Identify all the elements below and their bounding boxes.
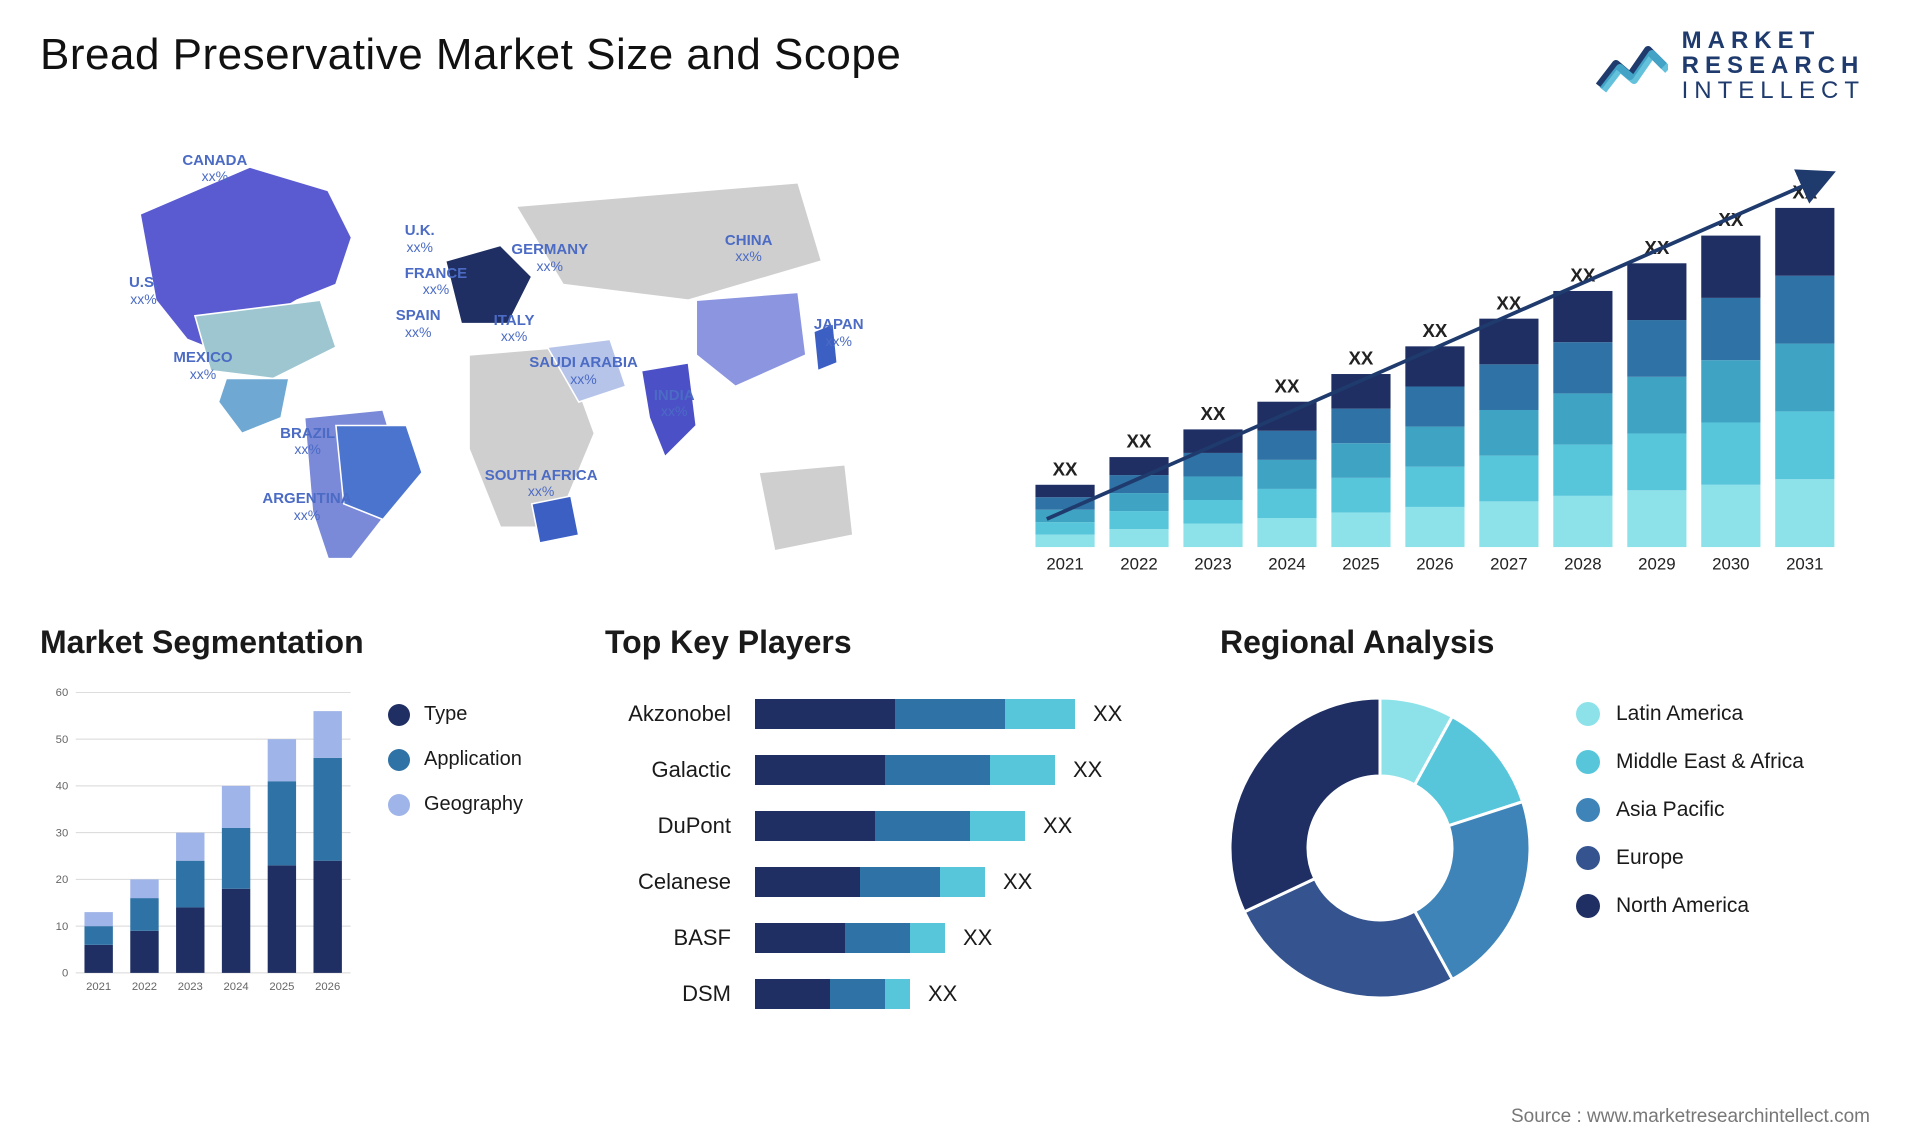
svg-text:XX: XX	[1422, 320, 1447, 341]
svg-text:2023: 2023	[178, 981, 203, 993]
brand-logo: MARKET RESEARCH INTELLECT	[1596, 28, 1865, 104]
region-legend-item: North America	[1576, 894, 1804, 918]
svg-text:2030: 2030	[1712, 555, 1749, 574]
svg-text:2027: 2027	[1490, 555, 1527, 574]
map-label: BRAZILxx%	[280, 426, 335, 458]
svg-text:60: 60	[56, 687, 69, 699]
map-label: GERMANYxx%	[511, 242, 588, 274]
svg-text:10: 10	[56, 921, 69, 933]
player-name: Galactic	[605, 757, 755, 783]
seg-legend-item: Type	[388, 703, 523, 726]
svg-text:40: 40	[56, 781, 69, 793]
map-label: CANADAxx%	[182, 153, 247, 185]
player-bar	[755, 755, 1055, 785]
player-name: BASF	[605, 925, 755, 951]
regions-panel: Regional Analysis Latin America Middle Ea…	[1220, 624, 1880, 1064]
svg-text:0: 0	[62, 968, 68, 980]
map-label: U.K.xx%	[405, 223, 435, 255]
logo-line1: MARKET	[1682, 28, 1865, 53]
players-title: Top Key Players	[605, 624, 1165, 661]
map-label: SAUDI ARABIAxx%	[529, 355, 638, 387]
segmentation-legend: Type Application Geography	[388, 673, 523, 1013]
player-value: XX	[1043, 813, 1072, 839]
svg-text:2025: 2025	[1342, 555, 1379, 574]
player-name: DuPont	[605, 813, 755, 839]
region-legend-item: Europe	[1576, 846, 1804, 870]
map-label: CHINAxx%	[725, 233, 773, 265]
segmentation-panel: Market Segmentation 0 10 20 30 40 50 60 2021 202…	[40, 624, 550, 1064]
map-label: SOUTH AFRICAxx%	[485, 468, 598, 500]
player-value: XX	[1073, 757, 1102, 783]
player-value: XX	[1093, 701, 1122, 727]
player-bar	[755, 867, 985, 897]
world-map: CANADAxx% U.S.xx% MEXICOxx% BRAZILxx% ARGENT…	[40, 120, 930, 590]
svg-text:50: 50	[56, 734, 69, 746]
player-value: XX	[1003, 869, 1032, 895]
logo-line3: INTELLECT	[1682, 78, 1865, 103]
player-bar	[755, 699, 1075, 729]
svg-text:30: 30	[56, 827, 69, 839]
svg-text:2028: 2028	[1564, 555, 1601, 574]
player-name: Akzonobel	[605, 701, 755, 727]
growth-chart: 2021 XX 2022 XX 2023 XX 2024 XX 2025 XX 2026 XX 2027…	[990, 120, 1881, 590]
player-bar	[755, 979, 910, 1009]
regions-legend: Latin America Middle East & Africa Asia Pa…	[1576, 688, 1804, 942]
svg-text:2024: 2024	[1268, 555, 1305, 574]
player-row: Galactic XX	[605, 753, 1165, 787]
region-legend-item: Asia Pacific	[1576, 798, 1804, 822]
svg-text:2025: 2025	[269, 981, 294, 993]
logo-icon	[1596, 36, 1668, 96]
svg-text:2024: 2024	[224, 981, 249, 993]
player-bar	[755, 923, 945, 953]
player-name: Celanese	[605, 869, 755, 895]
logo-line2: RESEARCH	[1682, 53, 1865, 78]
seg-legend-item: Application	[388, 748, 523, 771]
svg-text:XX: XX	[1052, 458, 1077, 479]
player-name: DSM	[605, 981, 755, 1007]
regions-donut	[1220, 688, 1540, 1008]
player-row: BASF XX	[605, 921, 1165, 955]
map-label: U.S.xx%	[129, 275, 158, 307]
svg-text:XX: XX	[1274, 375, 1299, 396]
svg-text:2021: 2021	[1046, 555, 1083, 574]
svg-text:2021: 2021	[86, 981, 111, 993]
svg-text:2031: 2031	[1786, 555, 1823, 574]
regions-title: Regional Analysis	[1220, 624, 1880, 661]
map-label: INDIAxx%	[654, 388, 695, 420]
player-row: DSM XX	[605, 977, 1165, 1011]
svg-text:2023: 2023	[1194, 555, 1231, 574]
player-row: Celanese XX	[605, 865, 1165, 899]
svg-text:2026: 2026	[315, 981, 340, 993]
map-label: SPAINxx%	[396, 308, 441, 340]
segmentation-title: Market Segmentation	[40, 624, 550, 661]
segmentation-chart: 0 10 20 30 40 50 60 2021 2022 2023 2024 2025 2026	[40, 673, 360, 1013]
region-legend-item: Middle East & Africa	[1576, 750, 1804, 774]
svg-text:2022: 2022	[1120, 555, 1157, 574]
player-value: XX	[963, 925, 992, 951]
svg-text:XX: XX	[1200, 403, 1225, 424]
svg-text:XX: XX	[1126, 431, 1151, 452]
player-bar	[755, 811, 1025, 841]
svg-text:XX: XX	[1348, 348, 1373, 369]
svg-text:20: 20	[56, 874, 69, 886]
map-label: ARGENTINAxx%	[262, 491, 351, 523]
seg-legend-item: Geography	[388, 793, 523, 816]
map-label: MEXICOxx%	[173, 350, 232, 382]
svg-text:2022: 2022	[132, 981, 157, 993]
player-row: DuPont XX	[605, 809, 1165, 843]
region-legend-item: Latin America	[1576, 702, 1804, 726]
map-label: ITALYxx%	[494, 313, 535, 345]
player-row: Akzonobel XX	[605, 697, 1165, 731]
player-value: XX	[928, 981, 957, 1007]
source-text: Source : www.marketresearchintellect.com	[1511, 1106, 1870, 1128]
map-label: JAPANxx%	[814, 317, 864, 349]
svg-text:2029: 2029	[1638, 555, 1675, 574]
svg-text:2026: 2026	[1416, 555, 1453, 574]
players-panel: Top Key Players AkzonobelXXGalacticXXDuP…	[605, 624, 1165, 1064]
map-label: FRANCExx%	[405, 266, 468, 298]
